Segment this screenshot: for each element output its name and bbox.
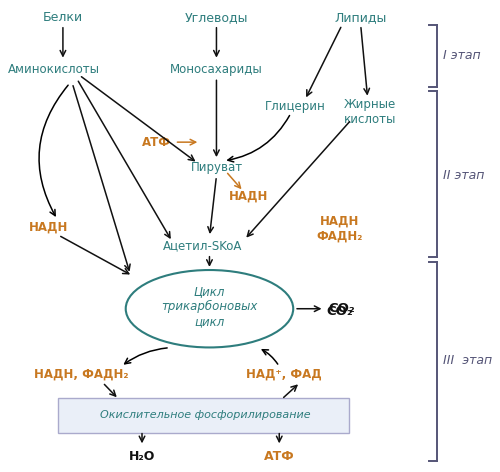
- Text: АТФ: АТФ: [142, 135, 171, 149]
- Text: Пируват: Пируват: [190, 161, 242, 175]
- Text: Моносахариды: Моносахариды: [170, 63, 263, 76]
- Text: III  этап: III этап: [443, 354, 492, 367]
- FancyBboxPatch shape: [58, 398, 349, 433]
- Text: Белки: Белки: [43, 11, 83, 25]
- Text: Н₂О: Н₂О: [129, 450, 155, 463]
- Text: I этап: I этап: [443, 49, 480, 62]
- Text: Липиды: Липиды: [334, 11, 387, 25]
- Text: НАДН: НАДН: [230, 190, 268, 202]
- Text: Глицерин: Глицерин: [265, 101, 326, 113]
- Text: НАД⁺, ФАД: НАД⁺, ФАД: [246, 368, 322, 381]
- Text: Окислительное фосфорилирование: Окислительное фосфорилирование: [100, 410, 310, 420]
- Text: Углеводы: Углеводы: [184, 11, 248, 25]
- Text: Аминокислоты: Аминокислоты: [8, 63, 100, 76]
- Text: Жирные
кислоты: Жирные кислоты: [344, 98, 396, 126]
- Text: НАДН, ФАДН₂: НАДН, ФАДН₂: [34, 368, 129, 381]
- Text: CO₂: CO₂: [326, 304, 353, 318]
- Text: Цикл
трикарбоновых
цикл: Цикл трикарбоновых цикл: [162, 285, 258, 328]
- Text: CO₂: CO₂: [328, 302, 355, 315]
- Text: II этап: II этап: [443, 169, 484, 182]
- Text: НАДН: НАДН: [30, 220, 68, 233]
- Text: Ацетил-SKoA: Ацетил-SKoA: [163, 239, 242, 252]
- Ellipse shape: [126, 270, 293, 347]
- Text: АТФ: АТФ: [264, 450, 294, 463]
- Text: НАДН
ФАДН₂: НАДН ФАДН₂: [316, 215, 363, 243]
